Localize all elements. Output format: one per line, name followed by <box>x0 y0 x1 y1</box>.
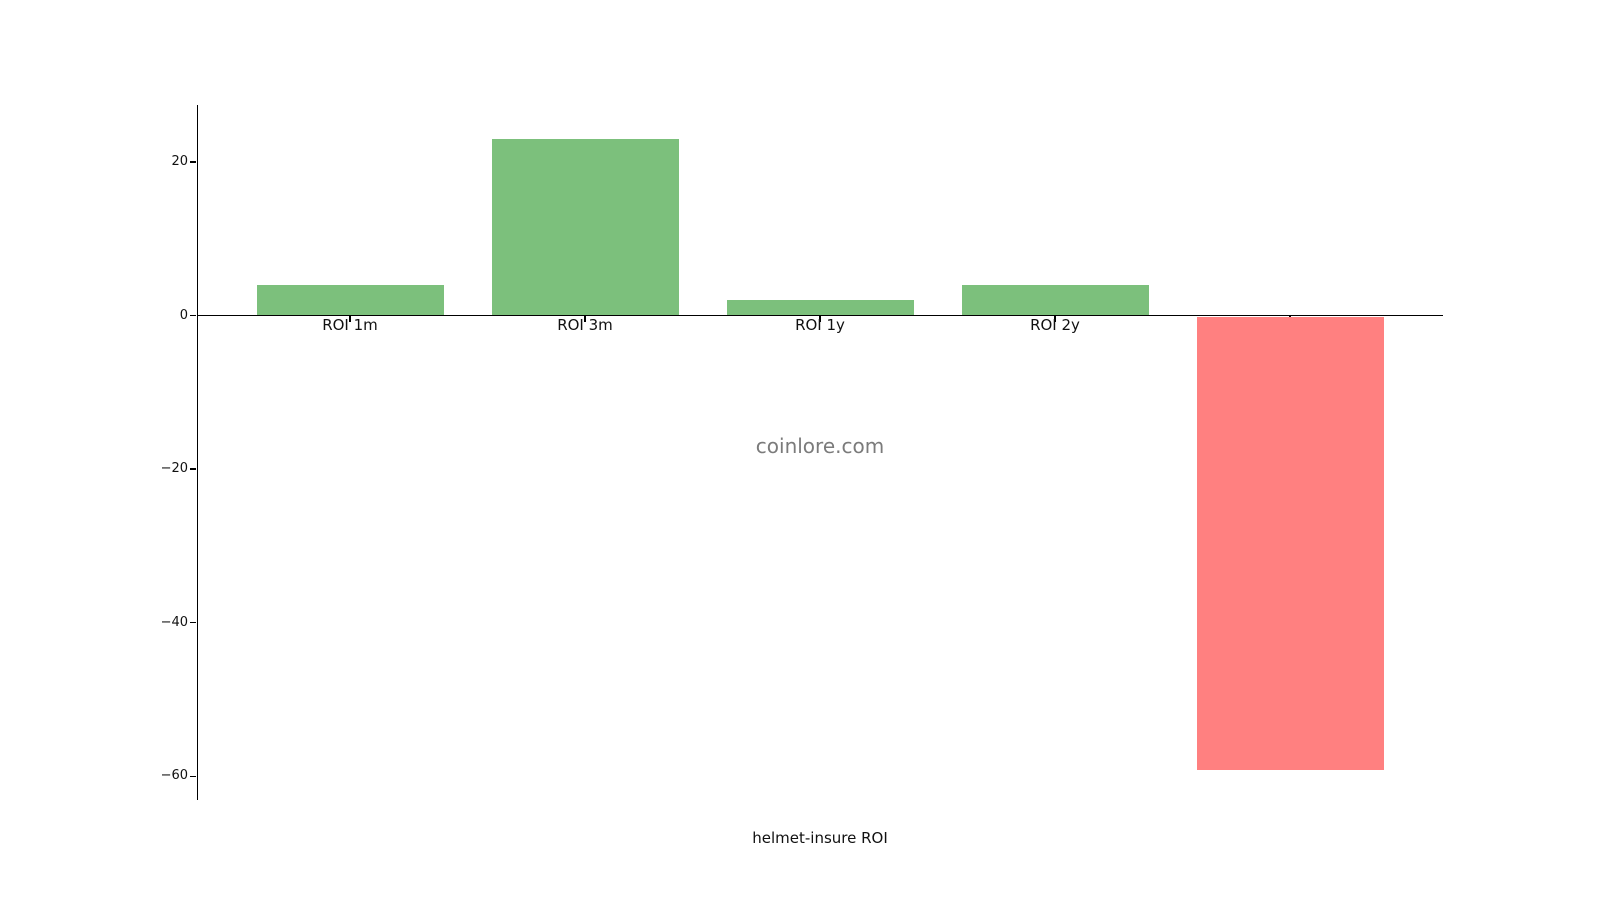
x-tick-3 <box>819 316 821 323</box>
y-tick-label--20: −20 <box>160 461 188 477</box>
x-tick-1 <box>349 316 351 323</box>
x-tick-label-roi-1m: ROI 1m <box>322 316 378 334</box>
y-tick--60 <box>190 775 196 777</box>
x-tick-2 <box>584 316 586 323</box>
y-tick--20 <box>190 468 196 470</box>
y-tick-label--40: −40 <box>160 614 188 630</box>
bar-roi-1m <box>256 284 444 316</box>
y-tick-label--60: −60 <box>160 768 188 784</box>
y-tick--40 <box>190 622 196 624</box>
bar-roi-3m <box>491 138 679 316</box>
x-axis-title: helmet-insure ROI <box>752 829 888 847</box>
x-tick-label-roi-2y: ROI 2y <box>1030 316 1080 334</box>
x-tick-label-roi-1y: ROI 1y <box>795 316 845 334</box>
x-tick-label-roi-3m: ROI 3m <box>557 316 613 334</box>
watermark: coinlore.com <box>755 434 885 458</box>
y-axis-spine <box>196 105 198 800</box>
x-tick-4 <box>1054 316 1056 323</box>
bar-roi-1y <box>726 300 914 316</box>
y-tick-label-0: 0 <box>179 307 188 323</box>
y-tick-0 <box>190 314 196 317</box>
bar-col-5 <box>1196 317 1384 771</box>
y-tick-20 <box>190 161 196 163</box>
x-axis-spine <box>196 314 1443 317</box>
bar-roi-2y <box>961 284 1149 316</box>
y-tick-label-20: 20 <box>171 153 188 169</box>
